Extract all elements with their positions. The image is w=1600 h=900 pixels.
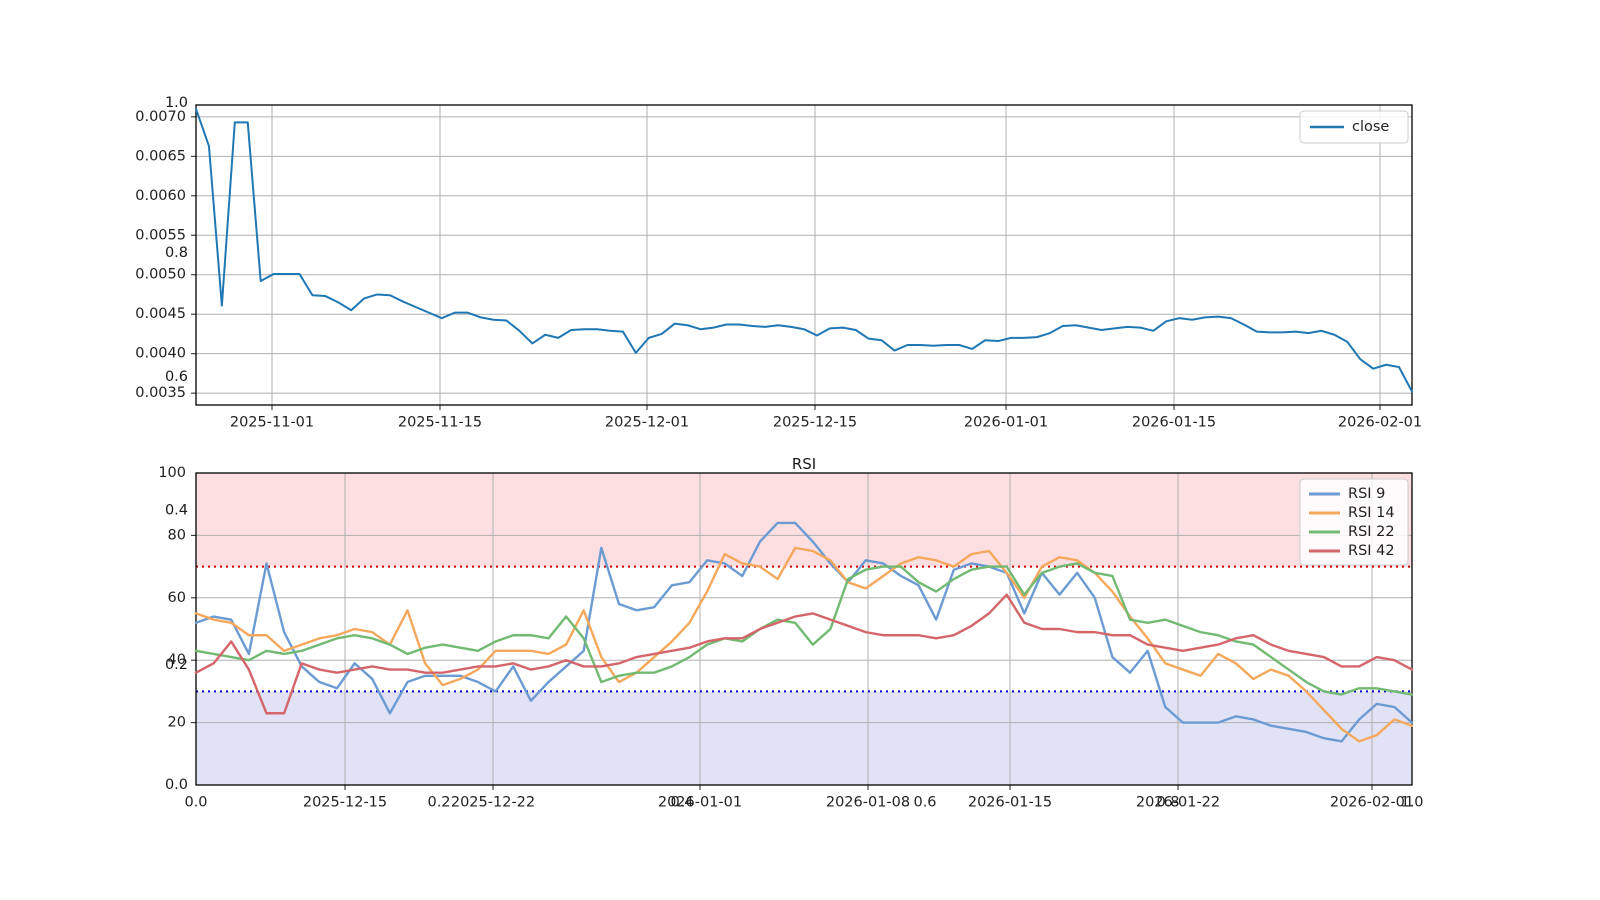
rsi-chart-panel: 100 80 60 40 20 2025-12-15 2025-12-22 2026-01-0… bbox=[158, 455, 1423, 811]
rsi-series-9 bbox=[194, 521, 1414, 743]
rsi-legend[interactable] bbox=[1299, 478, 1409, 566]
price-axes-frame bbox=[195, 104, 1413, 406]
rsi-ghost-ytick-label-2: 0.2 bbox=[165, 657, 188, 673]
rsi-series-14 bbox=[194, 546, 1414, 743]
price-xtick-label: 2026-01-15 bbox=[1132, 415, 1216, 431]
price-ytick-label: 0.0070 bbox=[135, 109, 186, 125]
ghost-ytick-label-2: 0.8 bbox=[165, 245, 188, 261]
price-xtick-label: 2026-01-01 bbox=[964, 415, 1048, 431]
rsi-ytick-label: 100 bbox=[158, 465, 186, 481]
price-ytick-label: 0.0035 bbox=[135, 385, 186, 401]
ghost-ytick-label-3: 0.6 bbox=[165, 369, 188, 385]
rsi-ytick-label: 20 bbox=[168, 715, 186, 731]
price-ytick-label: 0.0040 bbox=[135, 346, 186, 362]
rsi-ghost-xtick-label: 0.6 bbox=[913, 795, 936, 811]
price-xtick-label: 2026-02-01 bbox=[1338, 415, 1422, 431]
rsi-xtick-label: 2026-01-01 bbox=[658, 795, 742, 811]
rsi-ghost-xtick-label: 1.0 bbox=[1400, 795, 1423, 811]
rsi-ghost-ytick-label-1: 0.4 bbox=[165, 502, 188, 518]
rsi-ghost-xtick-label: 0.2 bbox=[427, 795, 450, 811]
price-xtick-label: 2025-12-15 bbox=[773, 415, 857, 431]
rsi-legend-label-rsi-14: RSI 14 bbox=[1348, 505, 1395, 521]
rsi-legend-label-rsi-9: RSI 9 bbox=[1348, 486, 1385, 502]
rsi-xtick-label: 2026-01-15 bbox=[968, 795, 1052, 811]
rsi-axes-frame bbox=[195, 472, 1413, 786]
price-xtick-label: 2025-11-15 bbox=[398, 415, 482, 431]
rsi-ytick-label: 60 bbox=[168, 590, 186, 606]
price-legend-label-close: close bbox=[1352, 119, 1389, 135]
price-xtick-label: 2025-12-01 bbox=[605, 415, 689, 431]
rsi-ghost-ytick-label-3: 0.0 bbox=[165, 777, 188, 793]
rsi-xtick-label: 2026-01-08 bbox=[826, 795, 910, 811]
price-chart-panel: 0.0035 0.0040 0.0045 0.0050 0.0055 0.0060 0.00… bbox=[135, 95, 1422, 431]
price-xtick-label: 2025-11-01 bbox=[230, 415, 314, 431]
rsi-ghost-xtick-label: 0.4 bbox=[670, 795, 693, 811]
rsi-series-22 bbox=[194, 562, 1414, 696]
rsi-xtick-label: 2025-12-22 bbox=[451, 795, 535, 811]
rsi-xtick-label: 2026-02-01 bbox=[1330, 795, 1414, 811]
rsi-subplot-title: RSI bbox=[792, 455, 816, 473]
overbought-band bbox=[196, 473, 1412, 567]
rsi-ytick-label: 80 bbox=[168, 527, 186, 543]
oversold-band bbox=[196, 691, 1412, 785]
rsi-series-42 bbox=[194, 593, 1414, 715]
price-series-close bbox=[195, 107, 1413, 393]
price-ytick-label: 0.0050 bbox=[135, 267, 186, 283]
ghost-ytick-label-1: 1.0 bbox=[165, 95, 188, 111]
price-ytick-label: 0.0055 bbox=[135, 227, 186, 243]
price-ytick-label: 0.0060 bbox=[135, 188, 186, 204]
rsi-ytick-label: 40 bbox=[168, 652, 186, 668]
rsi-xtick-label: 2026-01-22 bbox=[1136, 795, 1220, 811]
rsi-legend-label-rsi-42: RSI 42 bbox=[1348, 543, 1395, 559]
price-ytick-label: 0.0045 bbox=[135, 306, 186, 322]
price-legend[interactable] bbox=[1299, 110, 1409, 144]
rsi-ghost-xtick-label: 0.0 bbox=[184, 795, 207, 811]
rsi-xtick-label: 2025-12-15 bbox=[303, 795, 387, 811]
rsi-ghost-xtick-label: 0.8 bbox=[1156, 795, 1179, 811]
rsi-legend-label-rsi-22: RSI 22 bbox=[1348, 524, 1395, 540]
price-ytick-label: 0.0065 bbox=[135, 148, 186, 164]
